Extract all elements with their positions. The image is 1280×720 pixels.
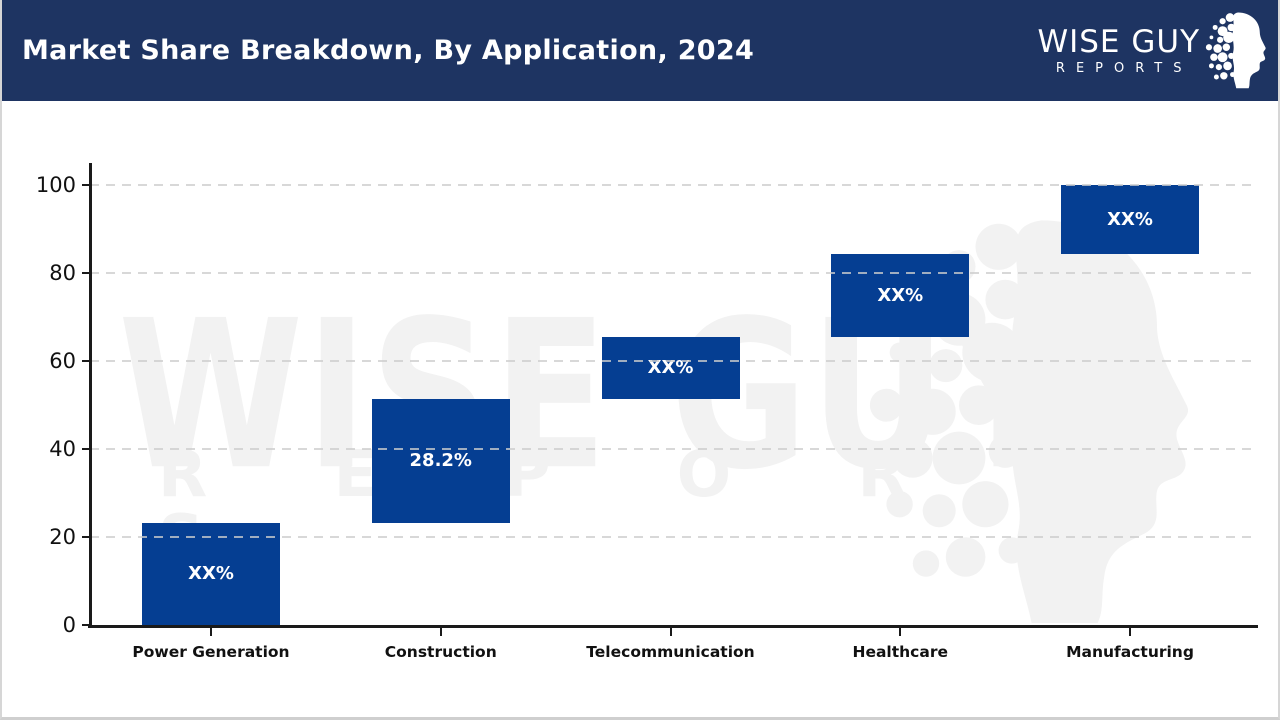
gridline-60 [90, 360, 1256, 362]
bar-value-label: XX% [188, 563, 234, 585]
y-tick-mark [82, 624, 90, 626]
x-axis-line [88, 625, 1258, 628]
y-axis-line [89, 163, 92, 627]
wise-guy-reports-logo: WISE GUY REPORTS [1037, 9, 1280, 93]
bar-healthcare: XX% [831, 254, 970, 337]
y-tick-mark [82, 536, 90, 538]
gridline-100 [90, 184, 1256, 186]
bar-construction: 28.2% [371, 398, 510, 523]
gridline-40 [90, 448, 1256, 450]
x-category-label: Manufacturing [1066, 643, 1194, 661]
y-tick-label: 20 [49, 525, 76, 549]
logo-text-reports: REPORTS [1055, 60, 1193, 76]
bar-value-label: 28.2% [409, 450, 472, 472]
x-tick-mark [669, 628, 672, 636]
x-category-label: Healthcare [852, 643, 948, 661]
gridline-80 [90, 272, 1256, 274]
chart-title: Market Share Breakdown, By Application, … [22, 35, 755, 66]
bar-power-generation: XX% [142, 522, 280, 625]
x-category-label: Construction [384, 643, 497, 661]
y-tick-label: 0 [62, 613, 76, 637]
x-tick-mark [899, 628, 902, 636]
y-tick-label: 60 [49, 349, 76, 373]
x-tick-mark [1129, 628, 1131, 636]
gridline-20 [90, 536, 1256, 538]
x-category-label: Power Generation [132, 643, 290, 661]
x-tick-mark [210, 628, 212, 636]
y-tick-label: 100 [35, 173, 76, 197]
y-tick-mark [82, 184, 90, 186]
x-tick-mark [439, 628, 442, 636]
y-tick-label: 80 [49, 261, 76, 285]
bar-telecommunication: XX% [601, 336, 740, 399]
logo-text-wise-guy: WISE GUY [1037, 23, 1200, 60]
x-category-label: Telecommunication [586, 643, 755, 661]
logo-wordmark: WISE GUY REPORTS [1037, 23, 1200, 76]
bar-value-label: XX% [877, 284, 924, 306]
bar-value-label: XX% [647, 357, 694, 379]
y-tick-mark [82, 448, 90, 450]
y-tick-mark [82, 360, 90, 362]
bar-value-label: XX% [1107, 209, 1153, 231]
y-tick-mark [82, 272, 90, 274]
bar-manufacturing: XX% [1061, 185, 1199, 255]
y-tick-label: 40 [49, 437, 76, 461]
dotted-head-icon [1205, 12, 1266, 88]
header-bar: Market Share Breakdown, By Application, … [0, 0, 1280, 101]
